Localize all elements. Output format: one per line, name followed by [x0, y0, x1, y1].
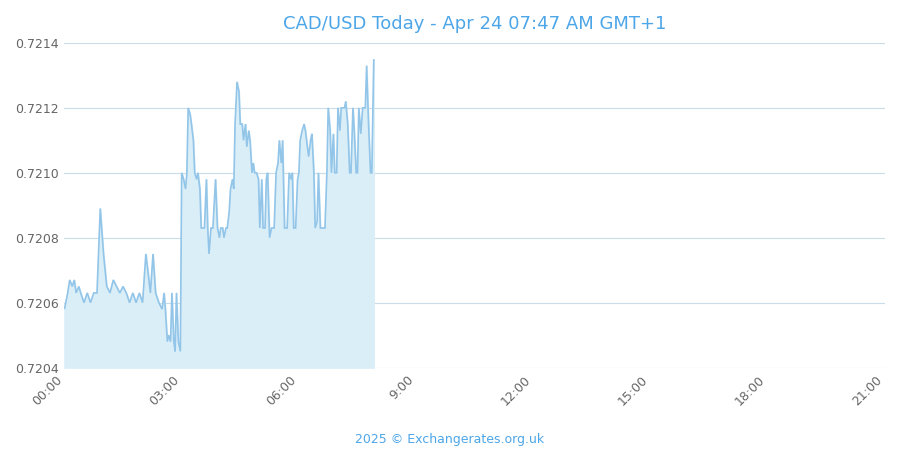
Text: 2025 © Exchangerates.org.uk: 2025 © Exchangerates.org.uk	[356, 432, 544, 446]
Title: CAD/USD Today - Apr 24 07:47 AM GMT+1: CAD/USD Today - Apr 24 07:47 AM GMT+1	[283, 15, 666, 33]
